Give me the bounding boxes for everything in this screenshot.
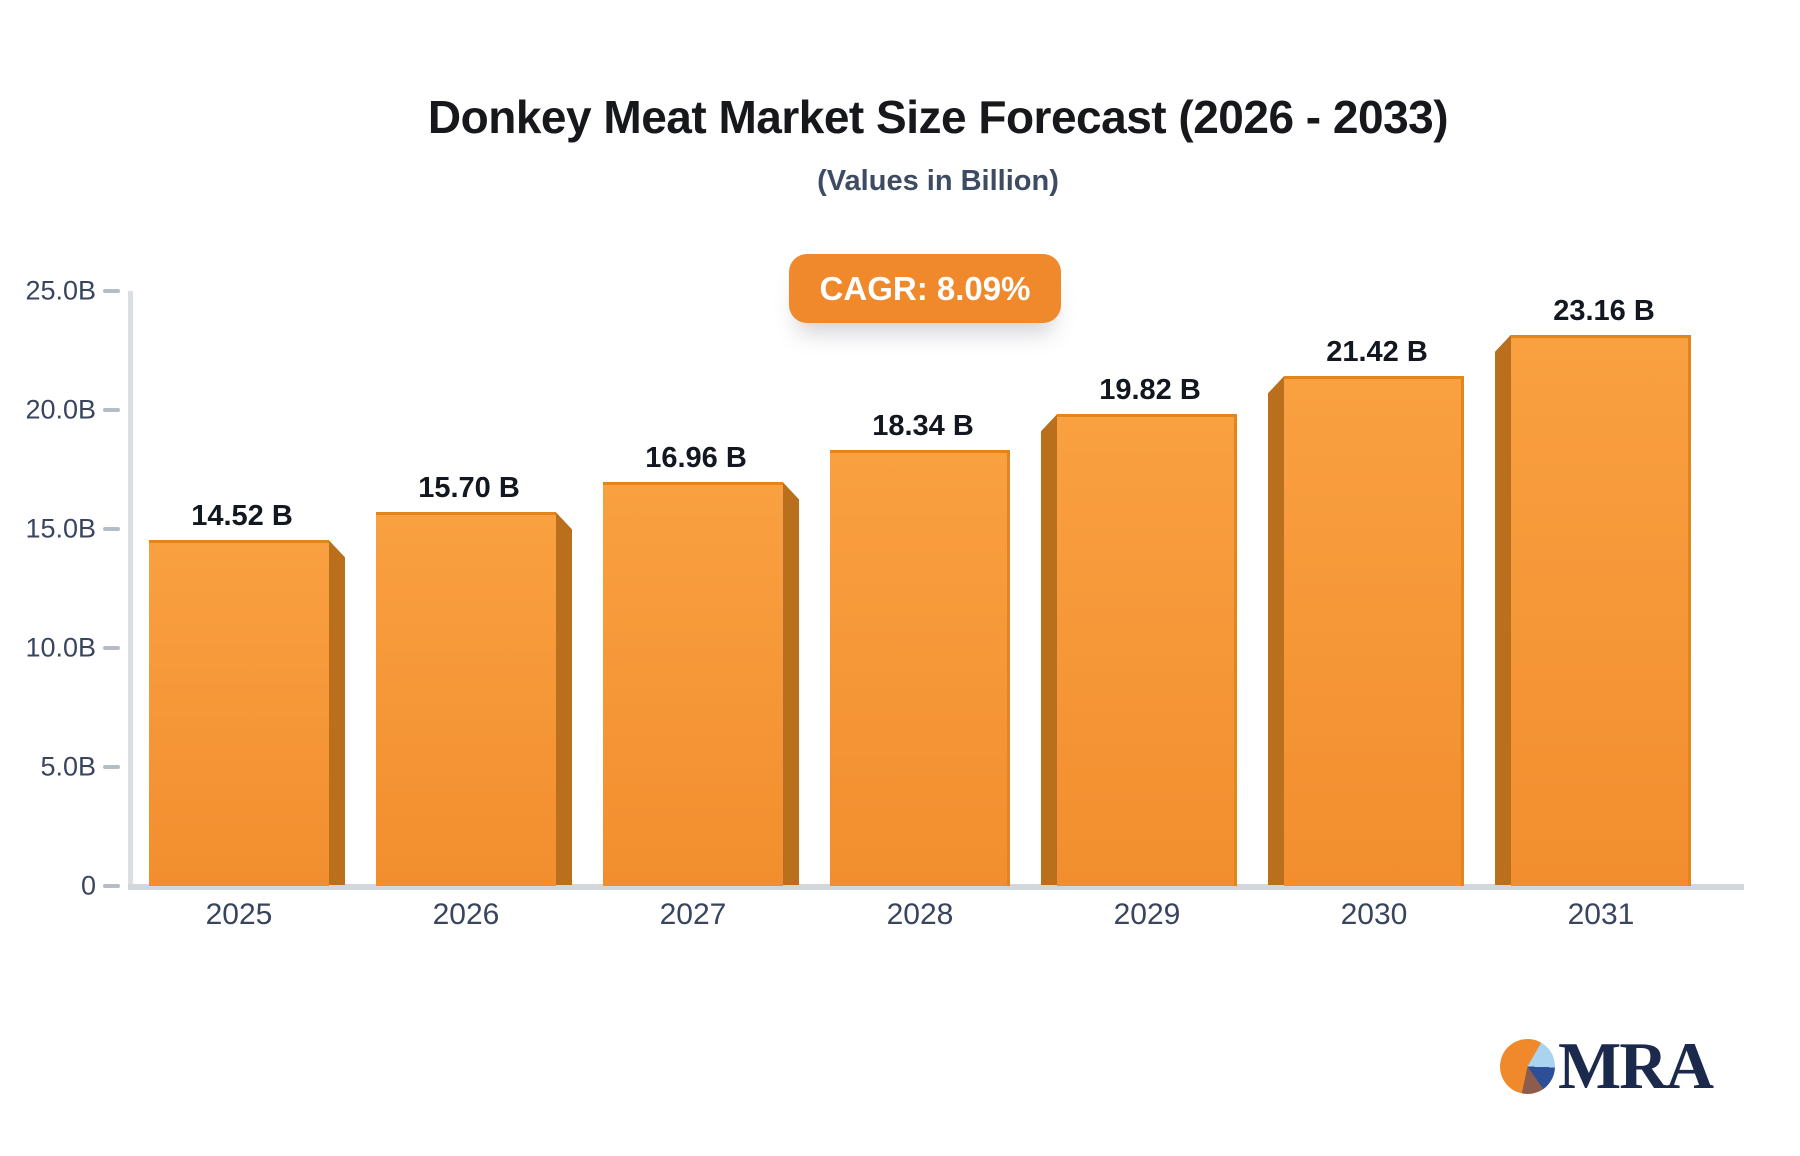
mra-logo-text: MRA (1558, 1029, 1714, 1103)
bar-2026 (376, 512, 556, 886)
x-axis-label: 2026 (432, 898, 500, 931)
bar-3d-side (556, 512, 572, 885)
y-axis-tick (103, 289, 120, 293)
x-axis-label: 2029 (1113, 898, 1181, 931)
x-axis-label: 2030 (1340, 898, 1408, 931)
x-axis-label: 2031 (1567, 898, 1635, 931)
bar-value-label: 23.16 B (1553, 294, 1655, 327)
y-axis-line (128, 291, 133, 886)
y-axis-tick-label: 0 (80, 870, 96, 901)
bar-2030 (1284, 376, 1464, 886)
x-axis-label: 2027 (659, 898, 727, 931)
bar-3d-side (1495, 334, 1511, 885)
bar-3d-side (783, 482, 799, 885)
y-axis-tick-label: 25.0B (25, 275, 96, 306)
y-axis-tick (103, 527, 120, 531)
y-axis-tick (103, 646, 120, 650)
x-axis-label: 2025 (205, 898, 273, 931)
y-axis-tick-label: 20.0B (25, 394, 96, 425)
chart-title: Donkey Meat Market Size Forecast (2026 -… (427, 91, 1449, 143)
bar-3d-side (1268, 376, 1284, 885)
y-axis-tick (103, 765, 120, 769)
bar-2025 (149, 540, 329, 886)
chart-subtitle: (Values in Billion) (817, 165, 1059, 197)
mra-logo: MRA (1500, 1029, 1714, 1103)
y-axis-tick-label: 5.0B (40, 751, 96, 782)
cagr-badge-label: CAGR: 8.09% (819, 269, 1031, 307)
bar-value-label: 18.34 B (872, 409, 974, 442)
bar-value-label: 19.82 B (1099, 374, 1201, 407)
y-axis-tick (103, 884, 120, 888)
cagr-badge: CAGR: 8.09% (789, 254, 1061, 323)
mra-logo-pie-icon (1500, 1039, 1555, 1094)
bar-2031 (1511, 334, 1691, 886)
bar-3d-side (329, 540, 345, 885)
bar-value-label: 21.42 B (1326, 336, 1428, 369)
bar-3d-side (1041, 414, 1057, 885)
x-axis-baseline (128, 884, 1744, 890)
bar-value-label: 15.70 B (418, 472, 520, 505)
bar-2028 (830, 449, 1010, 886)
bar-2029 (1057, 414, 1237, 886)
y-axis-tick (103, 408, 120, 412)
bar-value-label: 16.96 B (645, 442, 747, 475)
y-axis-tick-label: 10.0B (25, 632, 96, 663)
bar-value-label: 14.52 B (191, 500, 293, 533)
y-axis-tick-label: 15.0B (25, 513, 96, 544)
bar-2027 (603, 482, 783, 886)
x-axis-label: 2028 (886, 898, 954, 931)
